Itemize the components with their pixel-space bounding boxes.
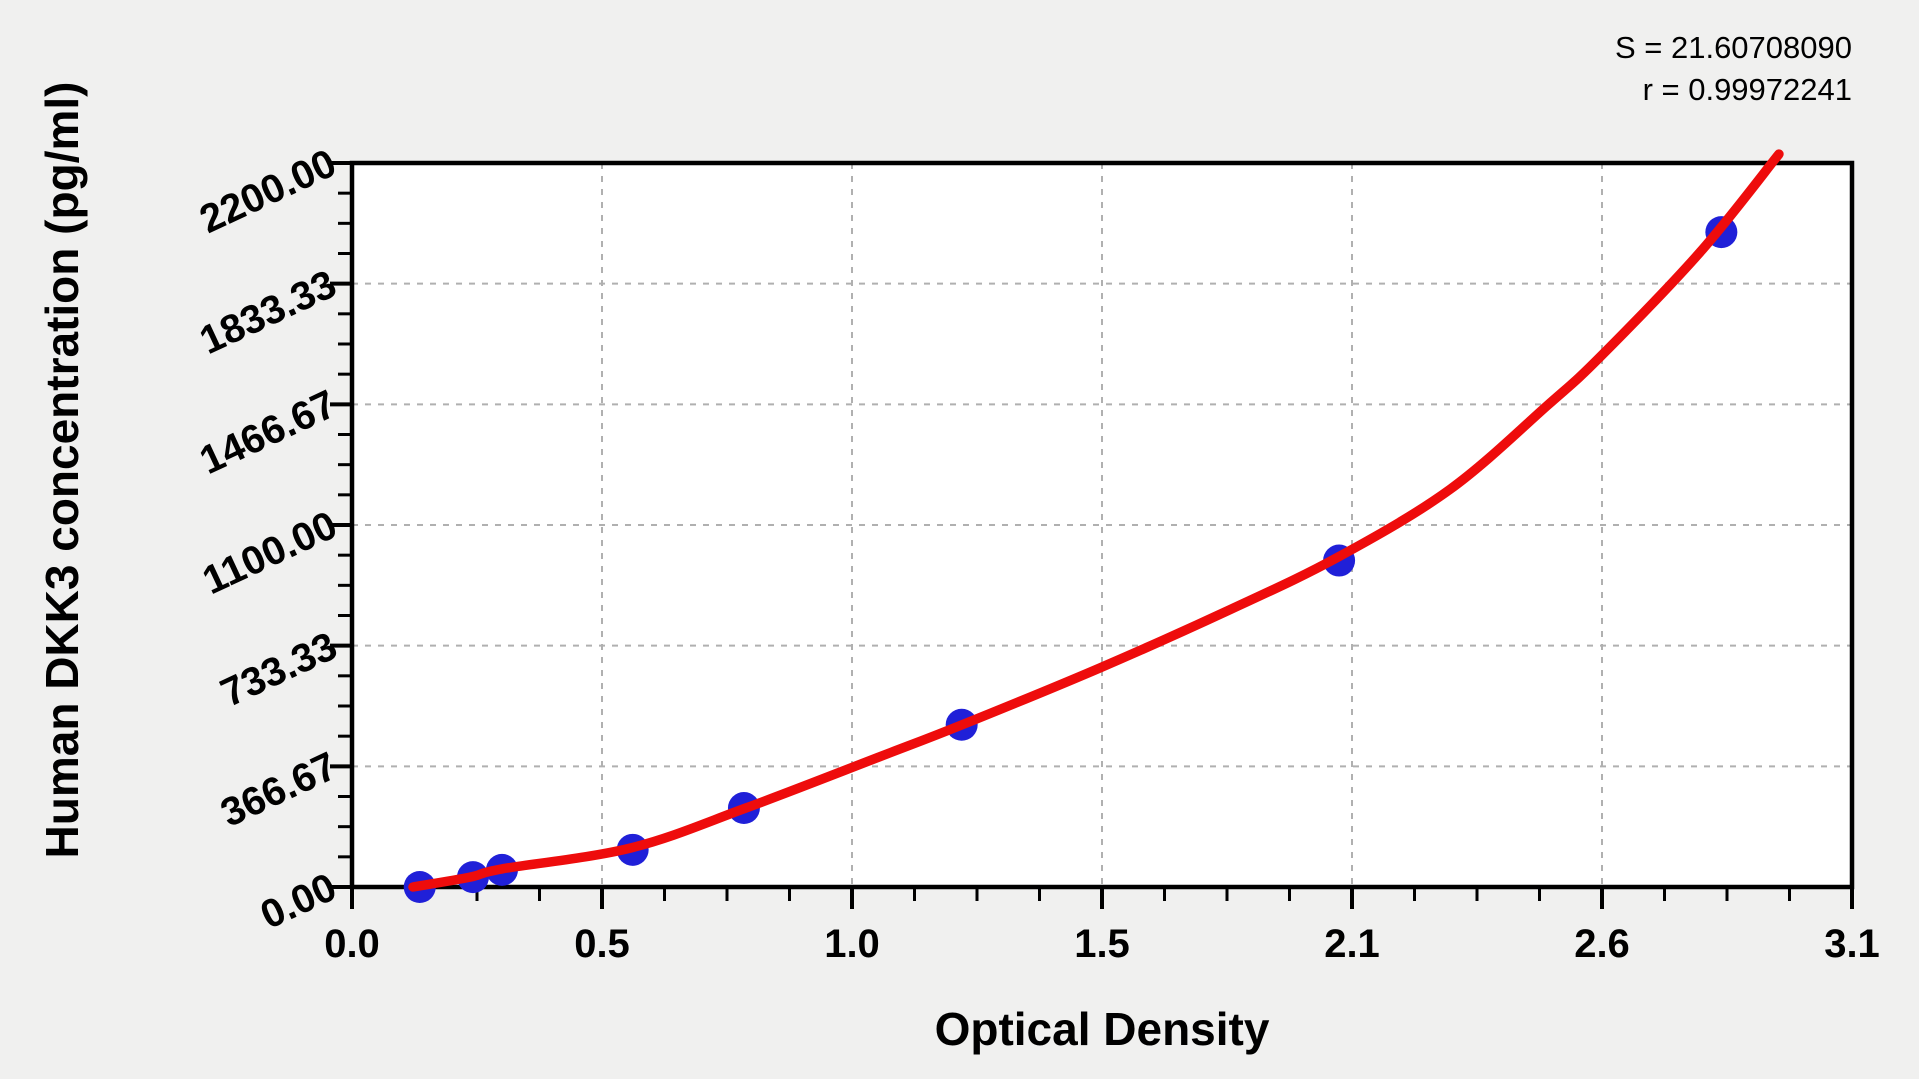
x-tick-label: 1.0: [824, 922, 880, 966]
x-tick-label: 0.5: [574, 922, 630, 966]
fit-curve: [408, 149, 1784, 892]
x-axis-title: Optical Density: [934, 1003, 1270, 1055]
x-tick-label: 0.0: [324, 922, 380, 966]
x-tick-label: 2.6: [1574, 922, 1630, 966]
x-tick-label: 1.5: [1074, 922, 1130, 966]
x-tick-label: 2.1: [1324, 922, 1380, 966]
plot-frame: [349, 160, 1855, 890]
fit-stat-s: S = 21.60708090: [1614, 30, 1852, 65]
x-tick-label: 3.1: [1824, 922, 1880, 966]
y-axis-title: Human DKK3 concentration (pg/ml): [36, 81, 88, 859]
fit-stat-r: r = 0.99972241: [1642, 72, 1852, 107]
